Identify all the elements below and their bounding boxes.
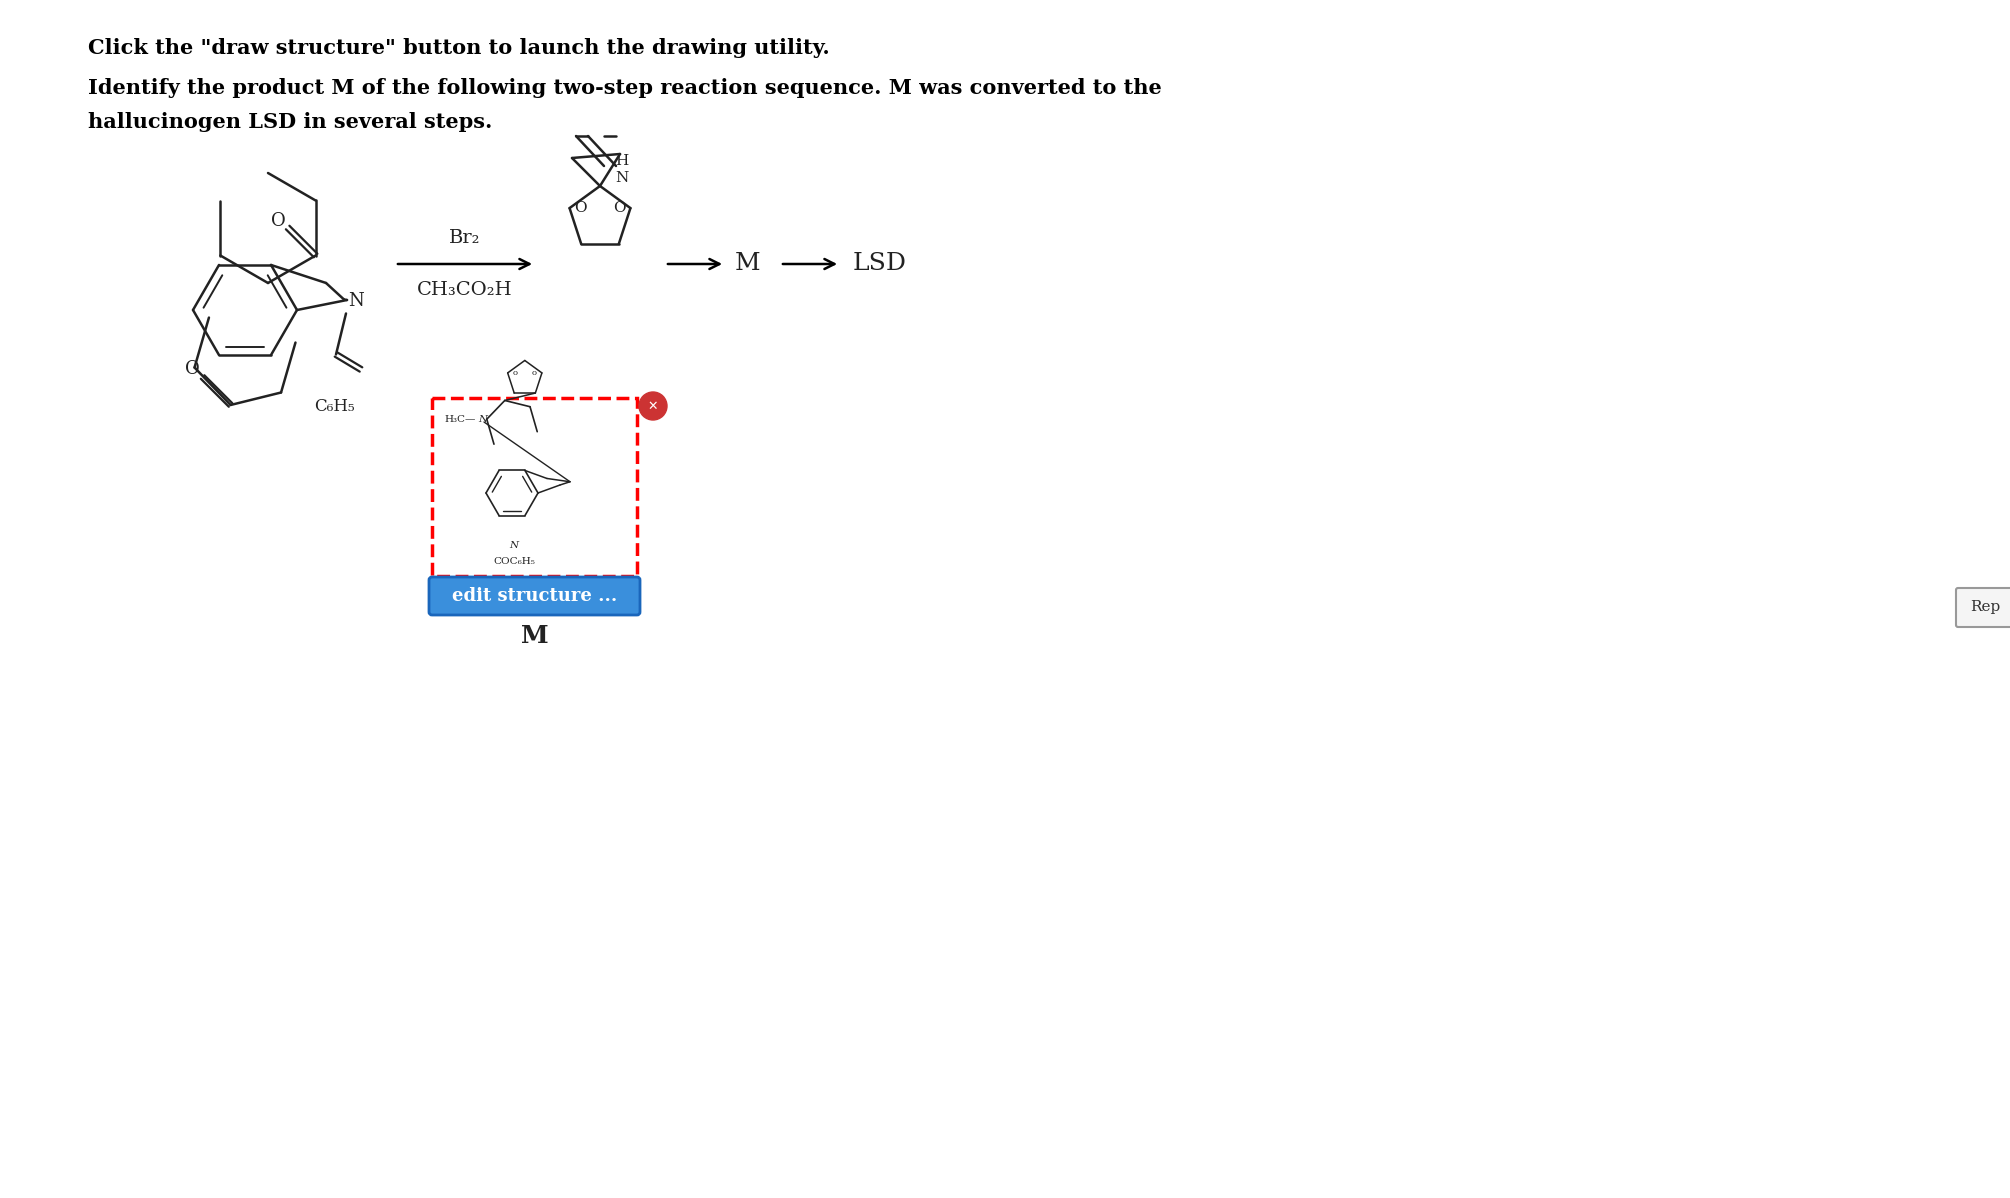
Text: Rep: Rep	[1970, 600, 2000, 615]
Text: CH₃CO₂H: CH₃CO₂H	[418, 282, 513, 300]
FancyBboxPatch shape	[1956, 588, 2010, 627]
Text: H: H	[615, 155, 629, 168]
FancyBboxPatch shape	[432, 398, 637, 576]
Text: LSD: LSD	[852, 253, 907, 276]
Text: O: O	[613, 201, 625, 216]
Text: C₆H₅: C₆H₅	[314, 398, 354, 415]
Text: N: N	[509, 540, 519, 550]
Text: o: o	[513, 369, 519, 377]
Text: hallucinogen LSD in several steps.: hallucinogen LSD in several steps.	[88, 111, 492, 132]
Circle shape	[639, 392, 667, 420]
Text: O: O	[185, 359, 199, 379]
Text: M: M	[736, 253, 762, 276]
Text: N: N	[478, 416, 486, 424]
Text: Identify the product M of the following two-step reaction sequence. M was conver: Identify the product M of the following …	[88, 78, 1162, 98]
Text: O: O	[575, 201, 587, 216]
Text: edit structure ...: edit structure ...	[452, 587, 617, 605]
Text: M: M	[521, 624, 549, 648]
FancyBboxPatch shape	[428, 577, 639, 615]
Text: N: N	[348, 292, 364, 310]
Text: o: o	[533, 369, 537, 377]
Text: O: O	[271, 212, 285, 230]
Text: ✕: ✕	[647, 399, 657, 412]
Text: Click the "draw structure" button to launch the drawing utility.: Click the "draw structure" button to lau…	[88, 38, 830, 58]
Text: Br₂: Br₂	[450, 229, 480, 247]
Text: COC₆H₅: COC₆H₅	[492, 557, 535, 565]
Text: N: N	[615, 171, 629, 184]
Text: H₃C—: H₃C—	[444, 416, 476, 424]
